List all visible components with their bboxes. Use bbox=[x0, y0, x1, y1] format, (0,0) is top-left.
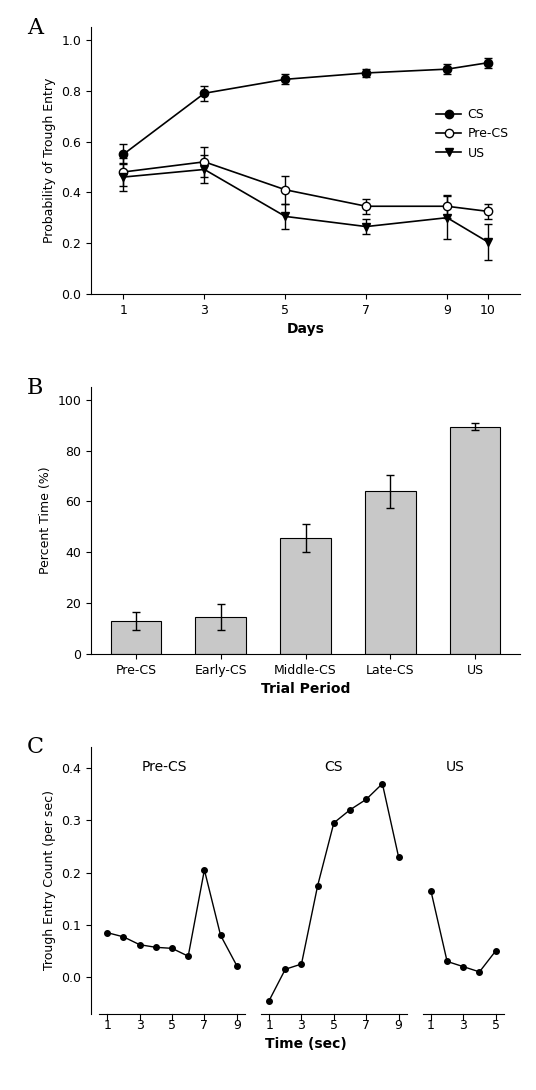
Y-axis label: Probability of Trough Entry: Probability of Trough Entry bbox=[43, 77, 56, 243]
Text: Pre-CS: Pre-CS bbox=[141, 760, 187, 774]
Text: C: C bbox=[27, 737, 44, 759]
Bar bbox=[110, 621, 161, 654]
Y-axis label: Trough Entry Count (per sec): Trough Entry Count (per sec) bbox=[43, 790, 56, 970]
Bar bbox=[280, 538, 331, 654]
Text: CS: CS bbox=[325, 760, 343, 774]
Text: A: A bbox=[27, 16, 43, 38]
X-axis label: Days: Days bbox=[287, 323, 324, 336]
Bar bbox=[195, 617, 246, 654]
Legend: CS, Pre-CS, US: CS, Pre-CS, US bbox=[431, 104, 513, 165]
Text: US: US bbox=[446, 760, 465, 774]
X-axis label: Trial Period: Trial Period bbox=[261, 682, 350, 697]
Text: B: B bbox=[27, 376, 43, 399]
Y-axis label: Percent Time (%): Percent Time (%) bbox=[39, 467, 52, 574]
Bar bbox=[365, 492, 416, 654]
X-axis label: Time (sec): Time (sec) bbox=[265, 1037, 346, 1051]
Bar bbox=[450, 426, 501, 654]
